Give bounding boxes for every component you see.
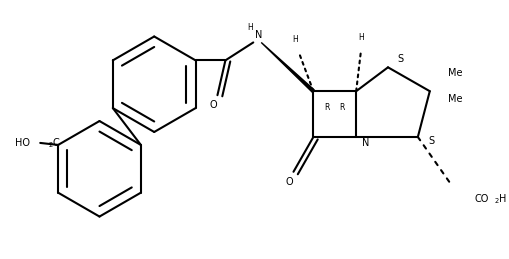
Text: HO: HO — [15, 138, 30, 148]
Text: $_2$C: $_2$C — [48, 136, 61, 150]
Text: Me: Me — [448, 68, 462, 78]
Text: R: R — [325, 103, 330, 112]
Text: $_2$H: $_2$H — [494, 192, 507, 206]
Text: Me: Me — [448, 94, 462, 104]
Text: H: H — [358, 33, 364, 42]
Text: S: S — [429, 136, 435, 146]
Text: H: H — [293, 35, 298, 44]
Text: O: O — [210, 100, 217, 110]
Text: R: R — [340, 103, 345, 112]
Text: O: O — [286, 177, 293, 187]
Text: H: H — [247, 23, 253, 32]
Text: S: S — [397, 54, 403, 64]
Text: CO: CO — [474, 194, 489, 204]
Text: N: N — [254, 31, 262, 40]
Text: N: N — [362, 138, 370, 148]
Polygon shape — [261, 42, 315, 92]
